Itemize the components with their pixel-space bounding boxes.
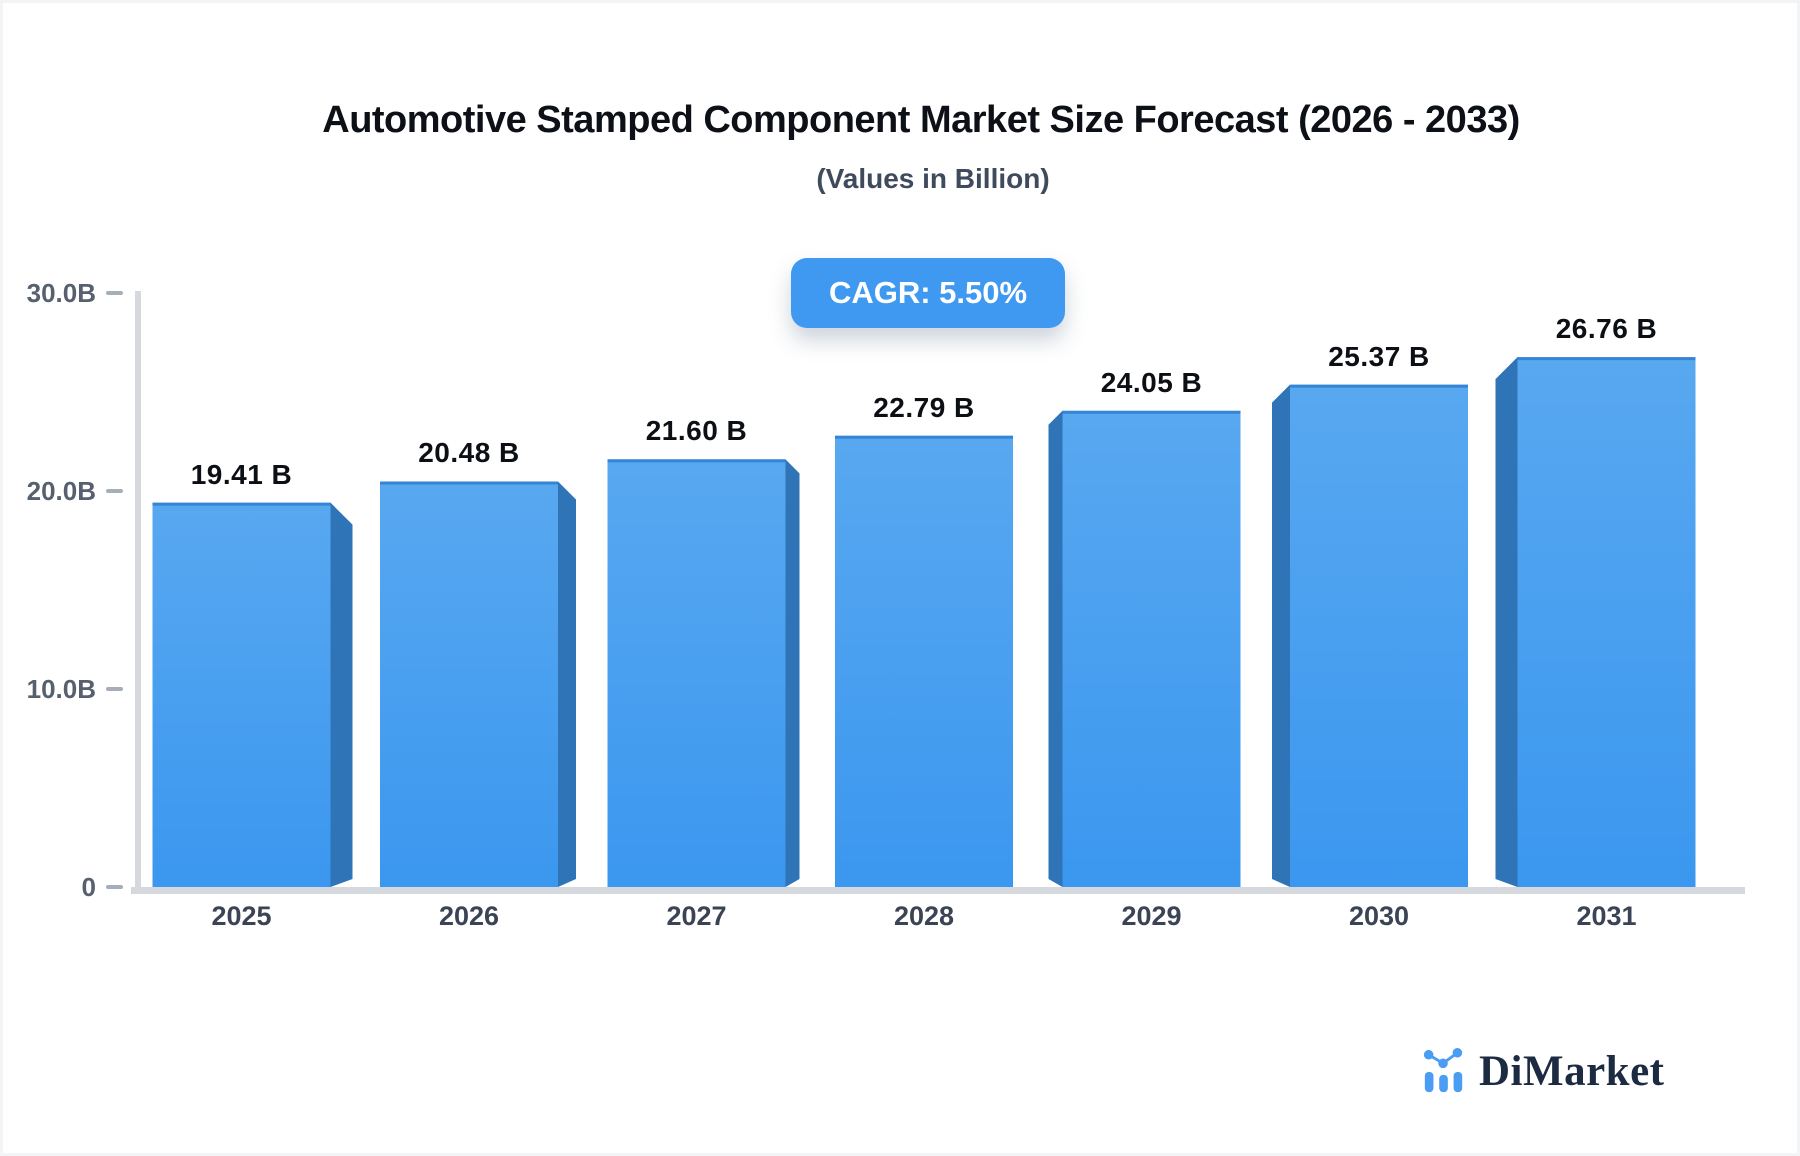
bar-top-edge <box>1062 410 1241 414</box>
bar-2025[interactable] <box>152 502 353 887</box>
y-axis-label-30.0B: 30.0B <box>26 278 96 308</box>
bar-front-face <box>1517 357 1696 888</box>
y-axis-label-0: 0 <box>81 872 96 902</box>
y-tick-mark <box>106 687 123 691</box>
bar-front-face <box>152 502 331 887</box>
bar-front-face <box>380 481 558 887</box>
bar-value-label-2025: 19.41 B <box>190 458 293 490</box>
bar-side-face <box>330 502 353 887</box>
bar-front-face <box>607 459 786 887</box>
chart-subtitle: (Values in Billion) <box>816 163 1050 194</box>
bar-2026[interactable] <box>380 481 576 887</box>
x-axis-baseline <box>131 887 1745 894</box>
bar-2027[interactable] <box>607 459 800 887</box>
bar-2031[interactable] <box>1495 357 1696 888</box>
y-axis-label-10.0B: 10.0B <box>26 674 96 704</box>
bar-value-label-2026: 20.48 B <box>418 437 520 469</box>
y-tick-mark <box>106 885 123 889</box>
brand-logo: DiMarket <box>1421 1043 1665 1099</box>
bar-value-label-2029: 24.05 B <box>1100 366 1203 398</box>
cagr-badge: CAGR: 5.50% <box>791 258 1065 328</box>
x-axis-label-2029: 2029 <box>1121 901 1182 931</box>
y-tick-mark <box>106 291 123 295</box>
bar-side-face <box>558 481 576 887</box>
bar-2029[interactable] <box>1048 410 1241 887</box>
bar-value-label-2030: 25.37 B <box>1328 340 1430 372</box>
x-axis-label-2025: 2025 <box>211 901 272 931</box>
bar-side-face <box>1272 384 1290 887</box>
y-tick-mark <box>106 489 123 493</box>
bar-chart-logo-icon <box>1423 1048 1463 1093</box>
x-axis-label-2030: 2030 <box>1348 901 1410 931</box>
bar-front-face <box>1290 384 1468 887</box>
bar-front-face <box>835 435 1013 887</box>
bar-top-edge <box>607 459 786 463</box>
brand-logo-text: DiMarket <box>1479 1047 1665 1095</box>
bar-top-edge <box>152 502 331 506</box>
bar-value-label-2031: 26.76 B <box>1555 313 1658 345</box>
bar-top-edge <box>1517 357 1696 361</box>
bar-front-face <box>1062 410 1241 887</box>
x-axis-label-2031: 2031 <box>1576 901 1637 931</box>
bar-value-label-2027: 21.60 B <box>645 415 748 447</box>
bar-side-face <box>1048 410 1063 887</box>
x-axis-label-2028: 2028 <box>893 901 955 931</box>
bar-side-face <box>785 459 800 887</box>
bar-top-edge <box>835 435 1013 439</box>
bar-series <box>152 357 1696 888</box>
cagr-badge-label: CAGR: 5.50% <box>828 275 1028 310</box>
bar-top-edge <box>1290 384 1468 388</box>
bar-2030[interactable] <box>1272 384 1468 887</box>
x-axis-label-2026: 2026 <box>438 901 500 931</box>
bar-top-edge <box>380 481 558 485</box>
x-axis-label-2027: 2027 <box>666 901 727 931</box>
y-axis-line <box>135 291 141 891</box>
y-axis-label-20.0B: 20.0B <box>26 476 96 506</box>
bar-side-face <box>1495 357 1518 888</box>
bar-2028[interactable] <box>835 435 1013 887</box>
bar-value-label-2028: 22.79 B <box>873 391 975 423</box>
chart-title: Automotive Stamped Component Market Size… <box>322 99 1520 141</box>
